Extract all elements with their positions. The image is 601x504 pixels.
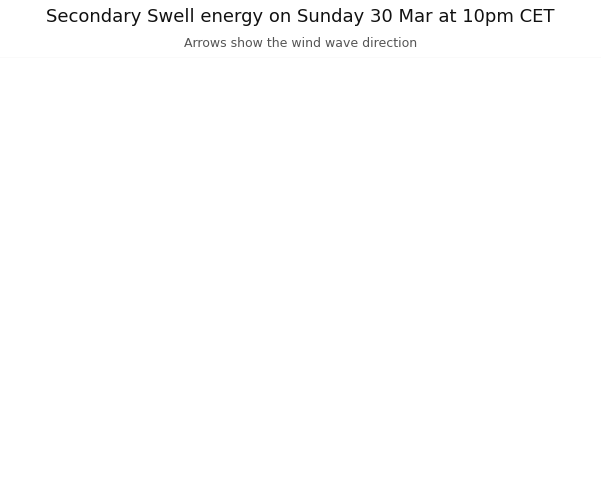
Text: Arrows show the wind wave direction: Arrows show the wind wave direction [184, 37, 417, 50]
Text: Map requires cartopy: Map requires cartopy [227, 274, 374, 288]
Text: Secondary Swell energy on Sunday 30 Mar at 10pm CET: Secondary Swell energy on Sunday 30 Mar … [46, 9, 555, 26]
